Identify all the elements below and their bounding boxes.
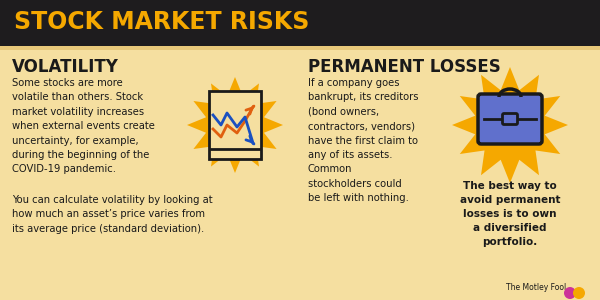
- FancyBboxPatch shape: [503, 113, 517, 124]
- Text: The best way to
avoid permanent
losses is to own
a diversified
portfolio.: The best way to avoid permanent losses i…: [460, 181, 560, 247]
- Text: STOCK MARKET RISKS: STOCK MARKET RISKS: [14, 10, 310, 34]
- Circle shape: [564, 287, 576, 299]
- Text: The Motley Fool: The Motley Fool: [506, 283, 566, 292]
- Text: Some stocks are more
volatile than others. Stock
market volatility increases
whe: Some stocks are more volatile than other…: [12, 78, 155, 174]
- FancyBboxPatch shape: [209, 91, 261, 159]
- Circle shape: [573, 287, 585, 299]
- Text: You can calculate volatility by looking at
how much an asset’s price varies from: You can calculate volatility by looking …: [12, 195, 212, 234]
- Polygon shape: [187, 77, 283, 173]
- Bar: [0, 0, 600, 46]
- FancyBboxPatch shape: [478, 94, 542, 144]
- Text: If a company goes
bankrupt, its creditors
(bond owners,
contractors, vendors)
ha: If a company goes bankrupt, its creditor…: [308, 78, 419, 203]
- Bar: [0, 46, 600, 50]
- Text: PERMANENT LOSSES: PERMANENT LOSSES: [308, 58, 501, 76]
- Text: VOLATILITY: VOLATILITY: [12, 58, 119, 76]
- Bar: [0, 46, 600, 300]
- Polygon shape: [452, 67, 568, 183]
